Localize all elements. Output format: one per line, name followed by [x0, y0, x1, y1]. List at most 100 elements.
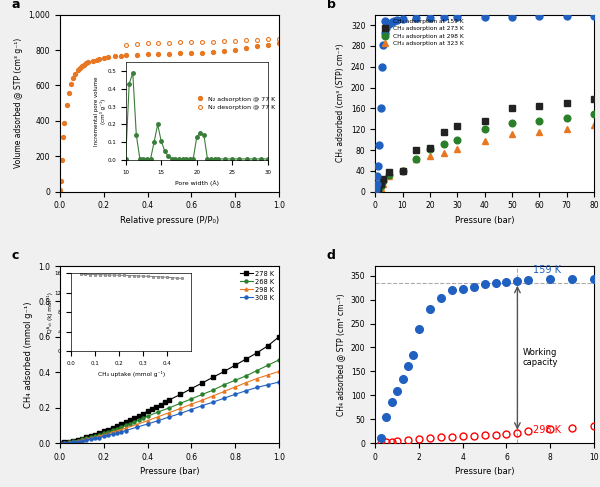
CH₄ adsorption at 323 K [590, 122, 598, 128]
CH₄ adsorption at 298 K [536, 118, 543, 124]
298 K [61, 440, 68, 446]
N₂ adsorption @ 77 K [85, 59, 92, 65]
268 K [113, 426, 121, 432]
308 K [87, 436, 94, 442]
CH₄ adsorption at 323 K [399, 167, 406, 173]
CH₄ adsorption at 159 K [380, 42, 387, 48]
308 K [188, 407, 195, 412]
CH₄ adsorption at 298 K [373, 188, 380, 194]
278 K [122, 419, 129, 425]
278 K [91, 432, 98, 438]
278 K [157, 402, 164, 408]
308 K [221, 395, 228, 401]
CH₄ adsorption at 273 K [399, 168, 406, 174]
Text: b: b [327, 0, 336, 11]
298 K [70, 439, 77, 445]
CH₄ adsorption at 273 K [536, 103, 543, 109]
268 K [74, 438, 81, 444]
268 K [135, 417, 142, 423]
278 K [78, 436, 85, 442]
CH₄ adsorption at 273 K [481, 118, 488, 124]
278 K [221, 369, 228, 375]
298 K [209, 393, 217, 399]
Line: CH₄ adsorption at 273 K: CH₄ adsorption at 273 K [373, 96, 597, 194]
N₂ adsorption @ 77 K [144, 51, 151, 57]
Y-axis label: CH₄ adsorbed (mmol g⁻¹): CH₄ adsorbed (mmol g⁻¹) [23, 301, 32, 408]
N₂ desorption @ 77 K [155, 40, 162, 46]
N₂ adsorption @ 77 K [209, 49, 217, 55]
308 K [253, 384, 260, 390]
CH₄ adsorption at 159 K [413, 15, 420, 21]
268 K [232, 377, 239, 383]
CH₄ adsorption at 159 K [379, 64, 386, 70]
CH₄ adsorption at 298 K [440, 141, 447, 147]
298 K [275, 369, 283, 375]
CH₄ adsorption at 298 K [563, 115, 570, 121]
N₂ desorption @ 77 K [166, 39, 173, 45]
Text: 159 K: 159 K [533, 265, 561, 275]
CH₄ adsorption at 323 K [563, 126, 570, 132]
CH₄ adsorption at 273 K [385, 169, 392, 175]
N₂ adsorption @ 77 K [70, 75, 77, 81]
CH₄ adsorption at 159 K [374, 163, 382, 169]
278 K [83, 434, 90, 440]
CH₄ adsorption at 273 K [374, 186, 382, 192]
298 K [144, 418, 151, 424]
N₂ adsorption @ 77 K [122, 53, 129, 58]
Line: 298 K: 298 K [58, 370, 280, 445]
CH₄ adsorption at 159 K [481, 14, 488, 19]
278 K [65, 439, 73, 445]
268 K [140, 415, 147, 421]
278 K [232, 362, 239, 368]
N₂ adsorption @ 77 K [253, 43, 260, 49]
CH₄ adsorption at 273 K [373, 188, 380, 194]
298 K [221, 389, 228, 394]
268 K [265, 362, 272, 368]
CH₄ adsorption at 323 K [454, 146, 461, 152]
CH₄ adsorption at 159 K [377, 106, 384, 112]
Text: d: d [327, 249, 336, 262]
298 K [78, 437, 85, 443]
N₂ desorption @ 77 K [242, 37, 250, 43]
278 K [140, 411, 147, 416]
268 K [87, 434, 94, 440]
X-axis label: Pressure (bar): Pressure (bar) [455, 216, 514, 225]
308 K [166, 414, 173, 420]
308 K [74, 439, 81, 445]
268 K [109, 428, 116, 433]
Text: c: c [12, 249, 19, 262]
N₂ adsorption @ 77 K [59, 134, 67, 140]
278 K [87, 433, 94, 439]
298 K [253, 375, 260, 381]
CH₄ adsorption at 159 K [426, 15, 433, 20]
N₂ adsorption @ 77 K [59, 157, 66, 163]
N₂ adsorption @ 77 K [67, 81, 74, 87]
Line: N₂ adsorption @ 77 K: N₂ adsorption @ 77 K [58, 41, 281, 192]
Text: 298 K: 298 K [533, 425, 561, 434]
298 K [199, 397, 206, 403]
CH₄ adsorption at 273 K [508, 105, 515, 111]
308 K [199, 403, 206, 409]
N₂ adsorption @ 77 K [104, 54, 112, 60]
CH₄ adsorption at 159 K [374, 173, 381, 179]
N₂ desorption @ 77 K [209, 39, 217, 45]
298 K [74, 438, 81, 444]
268 K [155, 409, 162, 415]
N₂ desorption @ 77 K [188, 39, 195, 45]
278 K [109, 425, 116, 431]
N₂ desorption @ 77 K [177, 39, 184, 45]
N₂ adsorption @ 77 K [111, 53, 118, 59]
308 K [83, 437, 90, 443]
CH₄ adsorption at 159 K [376, 142, 383, 148]
278 K [56, 440, 64, 446]
CH₄ adsorption at 298 K [590, 111, 598, 116]
308 K [118, 429, 125, 435]
CH₄ adsorption at 159 K [440, 14, 447, 20]
CH₄ adsorption at 323 K [380, 181, 387, 187]
N₂ adsorption @ 77 K [74, 68, 81, 74]
308 K [209, 399, 217, 405]
Line: CH₄ adsorption at 159 K: CH₄ adsorption at 159 K [373, 13, 598, 192]
CH₄ adsorption at 159 K [388, 19, 395, 25]
N₂ adsorption @ 77 K [58, 178, 65, 184]
278 K [242, 356, 250, 362]
